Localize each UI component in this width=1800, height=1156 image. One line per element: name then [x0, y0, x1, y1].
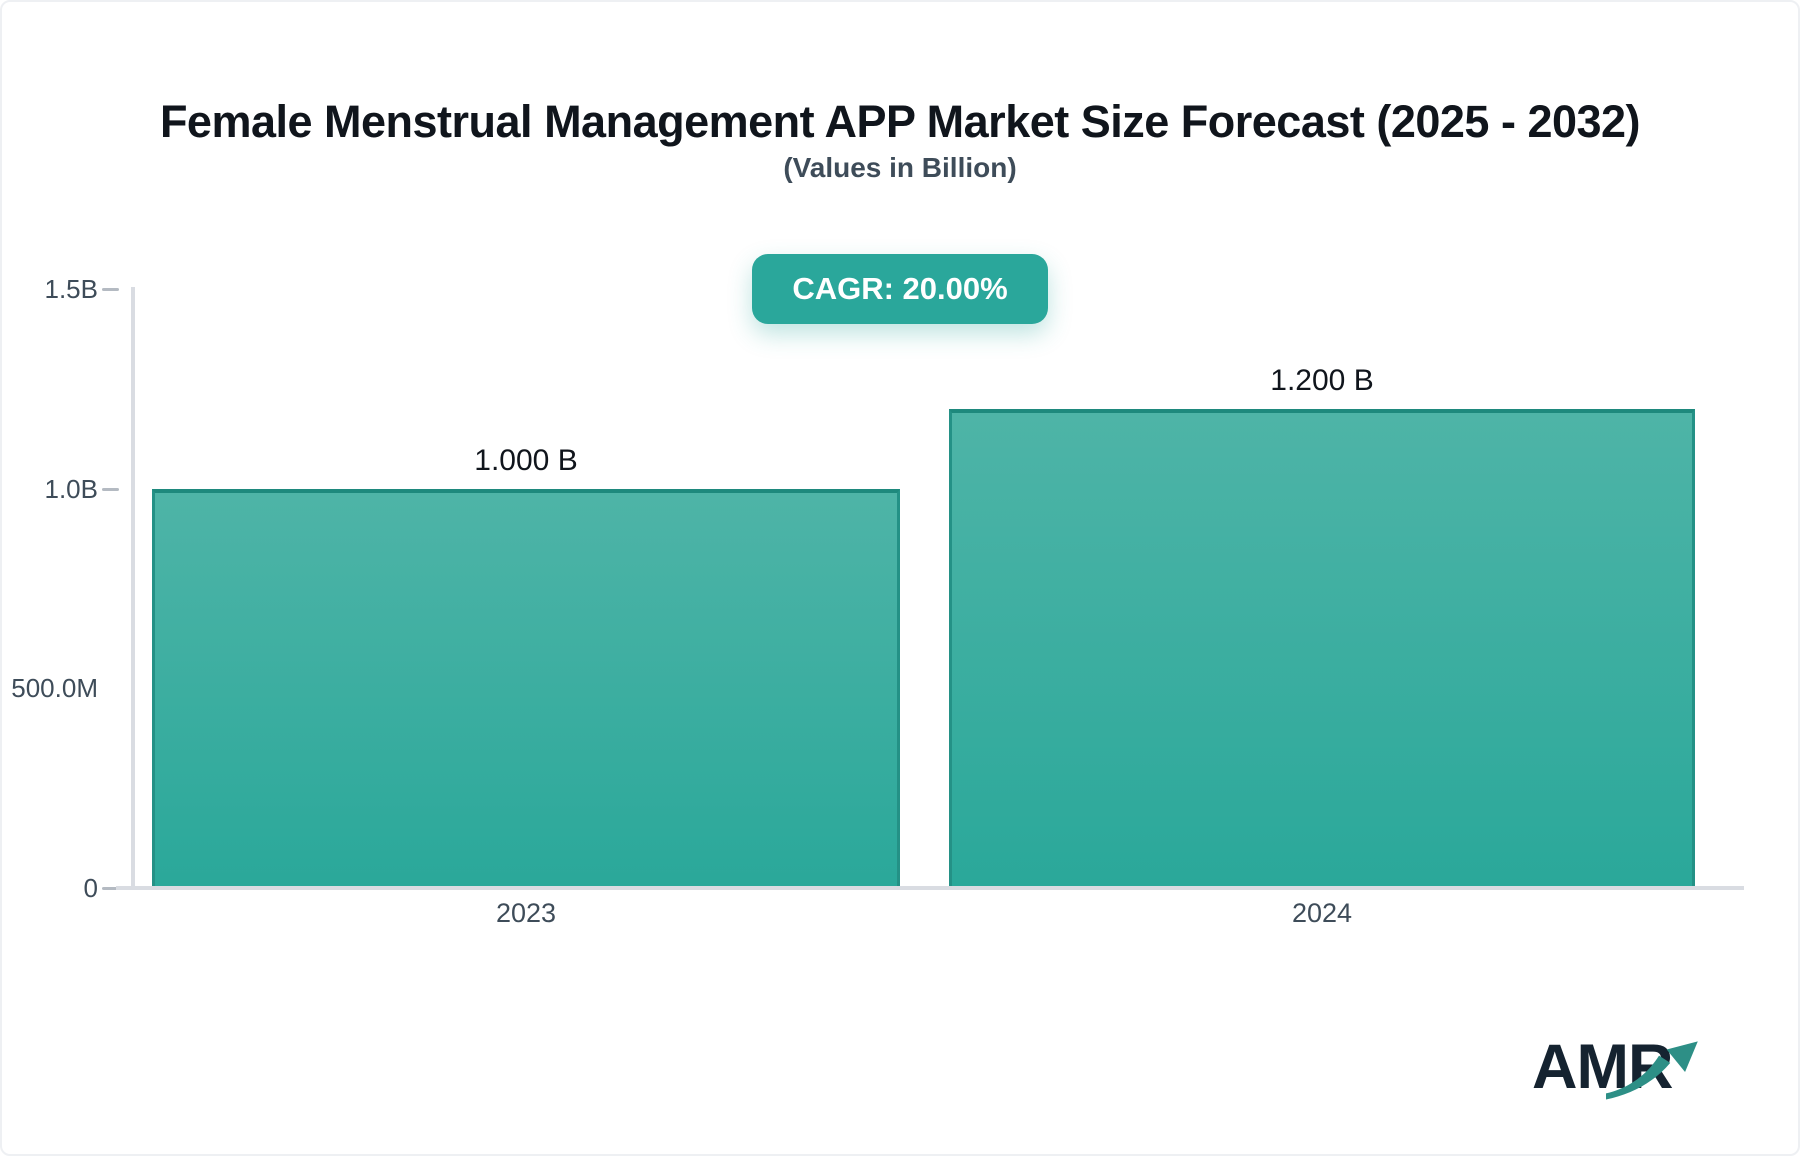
- cagr-badge-row: CAGR: 20.00%: [2, 254, 1798, 324]
- y-tick-mark: [102, 488, 119, 491]
- x-axis-line: [116, 886, 1744, 890]
- bar-value-label: 1.200 B: [1270, 364, 1374, 397]
- y-tick-mark: [102, 288, 119, 291]
- bar-2023[interactable]: [152, 489, 900, 888]
- y-tick-label: 1.5B: [44, 274, 99, 304]
- bar-2024[interactable]: [949, 409, 1695, 888]
- y-axis-line: [131, 287, 135, 890]
- amr-logo-text: AMR: [1532, 1032, 1673, 1102]
- x-tick-label: 2023: [495, 898, 557, 928]
- bar-value-label: 1.000 B: [474, 444, 578, 477]
- page-title: Female Menstrual Management APP Market S…: [159, 96, 1641, 147]
- x-tick-label: 2024: [1291, 898, 1353, 928]
- chart-subtitle: (Values in Billion): [783, 152, 1017, 183]
- amr-logo: AMR: [1532, 1032, 1722, 1118]
- y-tick-mark: [102, 887, 119, 890]
- trend-up-arrow-icon: [1606, 1041, 1698, 1100]
- cagr-badge: CAGR: 20.00%: [752, 254, 1048, 324]
- y-tick-label: 1.0B: [44, 474, 99, 504]
- y-tick-label: 0: [83, 873, 98, 903]
- y-tick-label: 500.0M: [11, 673, 98, 703]
